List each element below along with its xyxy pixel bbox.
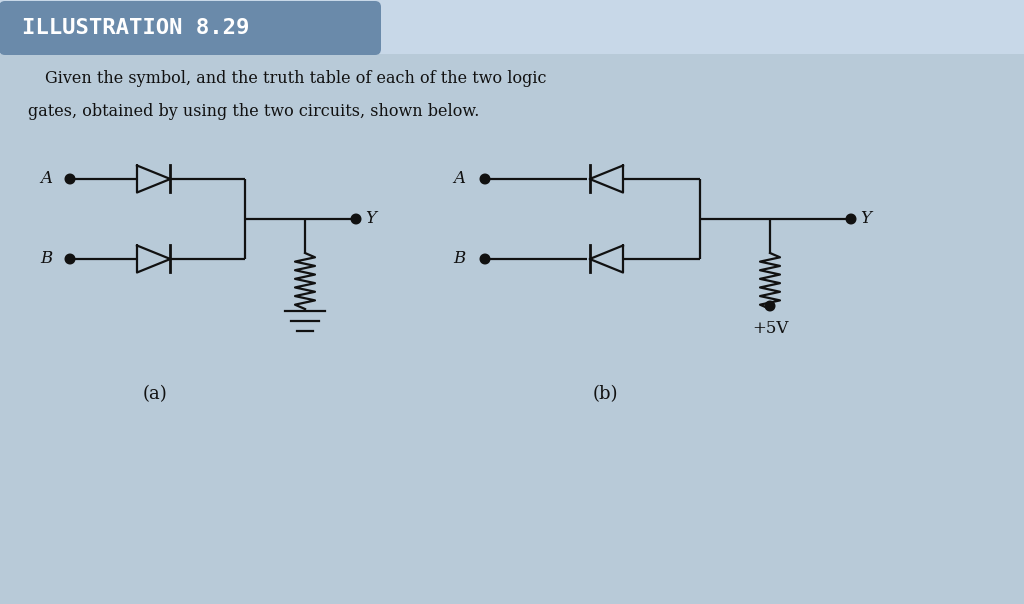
Bar (0, 0, 1024, 54)
Text: gates, obtained by using the two circuits, shown below.: gates, obtained by using the two circuit… (28, 103, 479, 121)
Text: A: A (453, 170, 465, 187)
Text: Y: Y (365, 211, 376, 228)
Circle shape (765, 301, 775, 311)
Text: B: B (40, 251, 52, 268)
Text: (a): (a) (142, 385, 167, 403)
Text: B: B (453, 251, 465, 268)
Circle shape (66, 254, 75, 264)
Circle shape (480, 254, 489, 264)
FancyBboxPatch shape (0, 1, 381, 55)
Circle shape (846, 214, 856, 224)
Circle shape (66, 174, 75, 184)
Text: A: A (40, 170, 52, 187)
Circle shape (351, 214, 360, 224)
Text: Y: Y (860, 211, 871, 228)
Text: +5V: +5V (752, 321, 788, 338)
Text: Given the symbol, and the truth table of each of the two logic: Given the symbol, and the truth table of… (45, 71, 547, 88)
Text: ILLUSTRATION 8.29: ILLUSTRATION 8.29 (22, 18, 250, 38)
Circle shape (480, 174, 489, 184)
Text: (b): (b) (592, 385, 617, 403)
